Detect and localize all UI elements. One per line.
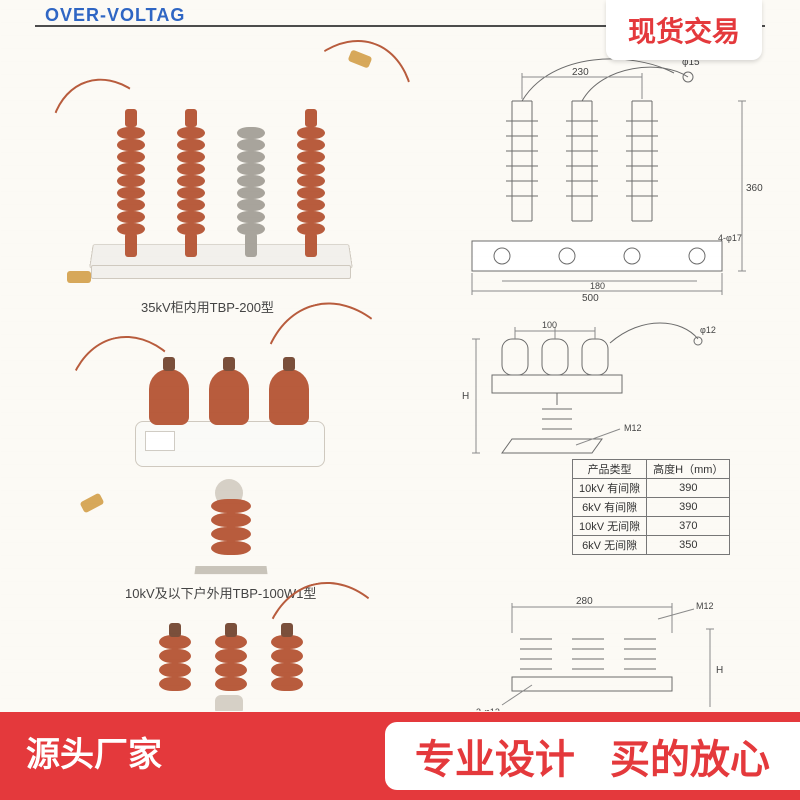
- p3-nip-3: [281, 623, 293, 637]
- arrester-4: [297, 109, 325, 257]
- header-left: OVER-VOLTAG: [45, 5, 185, 26]
- footer-sep: [575, 734, 610, 779]
- lower-arrester: [211, 499, 251, 555]
- p3-arr-2: [215, 635, 247, 691]
- footer-right: 专业设计 买的放心: [385, 722, 800, 790]
- table-row: 6kV 有间隙390: [573, 498, 730, 517]
- p3-nip-2: [225, 623, 237, 637]
- dim-180: 180: [590, 281, 605, 291]
- p3-nip-1: [169, 623, 181, 637]
- bracket-label-icon: [145, 431, 175, 451]
- footer-bar: 源头厂家 专业设计 买的放心: [0, 712, 800, 800]
- dome-2: [209, 369, 249, 425]
- table-row: 10kV 无间隙370: [573, 517, 730, 536]
- caption-tbp100w1: 10kV及以下户外用TBP-100W1型: [125, 583, 316, 602]
- caption-tbp200: 35kV柜内用TBP-200型: [141, 297, 274, 316]
- dim-h360: 360: [746, 183, 763, 194]
- product-tbp200: [61, 57, 381, 297]
- spec-table: 产品类型 高度H（mm） 10kV 有间隙390 6kV 有间隙390 10kV…: [572, 459, 730, 555]
- arrester-3: [237, 127, 265, 257]
- lug-left: [67, 271, 91, 283]
- dim-4phi17: 4-φ17: [718, 233, 742, 243]
- dim-230: 230: [572, 67, 589, 78]
- nip-1: [163, 357, 175, 371]
- arrester-2: [177, 109, 205, 257]
- dim-m12: M12: [624, 423, 642, 433]
- dim-500: 500: [582, 293, 599, 301]
- footer-left: 源头厂家: [0, 738, 162, 774]
- tbp100w1-svg: 100 M12 φ12 H: [442, 319, 782, 459]
- mount-cross: [194, 566, 267, 574]
- dim-bot-h: H: [716, 665, 723, 676]
- wire-right: [241, 19, 441, 255]
- table-row: 10kV 有间隙390: [573, 479, 730, 498]
- p3-arr-3: [271, 635, 303, 691]
- wire-left: [29, 62, 193, 251]
- table-row: 6kV 无间隙350: [573, 536, 730, 555]
- footer-left-text: 源头厂家: [26, 736, 162, 774]
- lug-right: [348, 49, 373, 68]
- footer-right-2: 买的放心: [610, 727, 770, 785]
- p3-pivot: [215, 695, 243, 712]
- dim-bot-m12: M12: [696, 601, 714, 611]
- dim-h: H: [462, 391, 469, 402]
- tbp200-svg: 230 φ15 500 180 4-φ17 360: [442, 41, 772, 301]
- th-type: 产品类型: [573, 460, 647, 479]
- partial-svg: 280 M12 3-φ12 H: [472, 589, 782, 712]
- catalog-page: OVER-VOLTAG 牛振电气: [0, 0, 800, 712]
- th-height: 高度H（mm）: [647, 460, 730, 479]
- product-tbp100w1: [91, 331, 381, 581]
- top-banner-text: 现货交易: [628, 16, 740, 47]
- product-partial: [91, 611, 381, 712]
- arrester-1: [117, 109, 145, 257]
- dome-1: [149, 369, 189, 425]
- dome-3: [269, 369, 309, 425]
- tech-drawing-partial: 280 M12 3-φ12 H: [471, 589, 781, 712]
- tech-drawing-tbp100w1: 100 M12 φ12 H 产品类型 高度H（mm） 10kV 有间隙390 6…: [441, 319, 781, 549]
- tbp200-base-front: [91, 265, 351, 279]
- dim-280: 280: [576, 596, 593, 607]
- footer-right-1: 专业设计: [415, 727, 575, 785]
- nip-3: [283, 357, 295, 371]
- nip-2: [223, 357, 235, 371]
- p3-arr-1: [159, 635, 191, 691]
- top-banner: 现货交易: [606, 0, 762, 60]
- p2-lug: [79, 493, 104, 514]
- dim-phi12: φ12: [700, 325, 716, 335]
- dim-pitch100: 100: [542, 320, 557, 330]
- tech-drawing-tbp200: 230 φ15 500 180 4-φ17 360: [441, 41, 771, 301]
